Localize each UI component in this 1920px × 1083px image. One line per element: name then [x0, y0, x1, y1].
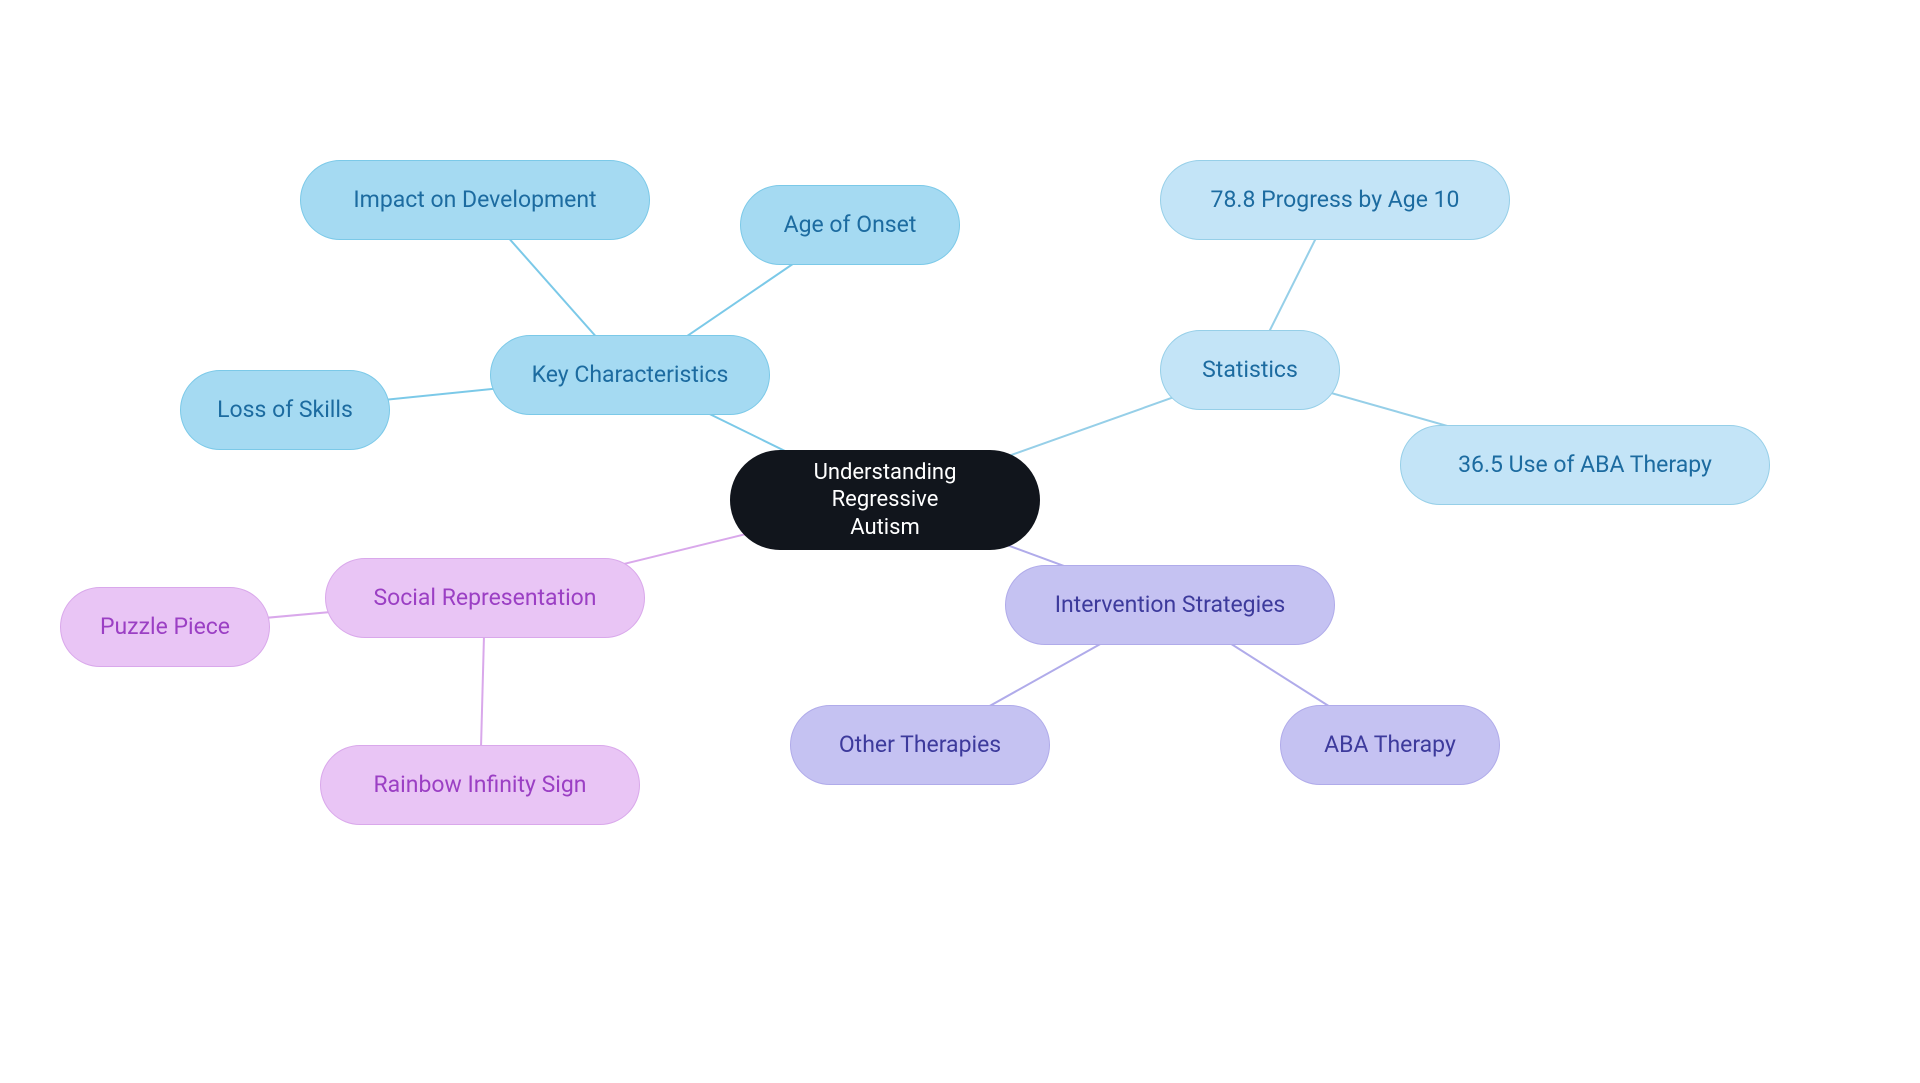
node-aba_therapy: ABA Therapy — [1280, 705, 1500, 785]
node-label: 78.8 Progress by Age 10 — [1211, 186, 1460, 215]
node-impact_dev: Impact on Development — [300, 160, 650, 240]
node-label: Impact on Development — [353, 186, 596, 215]
node-label: 36.5 Use of ABA Therapy — [1458, 451, 1712, 480]
node-label: Understanding Regressive Autism — [761, 459, 1009, 542]
node-social_rep: Social Representation — [325, 558, 645, 638]
node-label: Age of Onset — [784, 211, 917, 240]
node-label: Intervention Strategies — [1055, 591, 1286, 620]
node-label: Loss of Skills — [217, 396, 353, 425]
node-label: Social Representation — [373, 584, 596, 613]
node-progress_10: 78.8 Progress by Age 10 — [1160, 160, 1510, 240]
node-age_onset: Age of Onset — [740, 185, 960, 265]
node-label: Rainbow Infinity Sign — [374, 771, 587, 800]
node-label: Other Therapies — [839, 731, 1001, 760]
node-aba_use: 36.5 Use of ABA Therapy — [1400, 425, 1770, 505]
node-other_ther: Other Therapies — [790, 705, 1050, 785]
node-label: Statistics — [1202, 356, 1298, 385]
node-rainbow: Rainbow Infinity Sign — [320, 745, 640, 825]
node-loss_skills: Loss of Skills — [180, 370, 390, 450]
node-puzzle: Puzzle Piece — [60, 587, 270, 667]
node-key_char: Key Characteristics — [490, 335, 770, 415]
node-label: Key Characteristics — [532, 361, 729, 390]
node-label: Puzzle Piece — [100, 613, 230, 642]
node-intervention: Intervention Strategies — [1005, 565, 1335, 645]
node-label: ABA Therapy — [1324, 731, 1456, 760]
node-statistics: Statistics — [1160, 330, 1340, 410]
node-center: Understanding Regressive Autism — [730, 450, 1040, 550]
